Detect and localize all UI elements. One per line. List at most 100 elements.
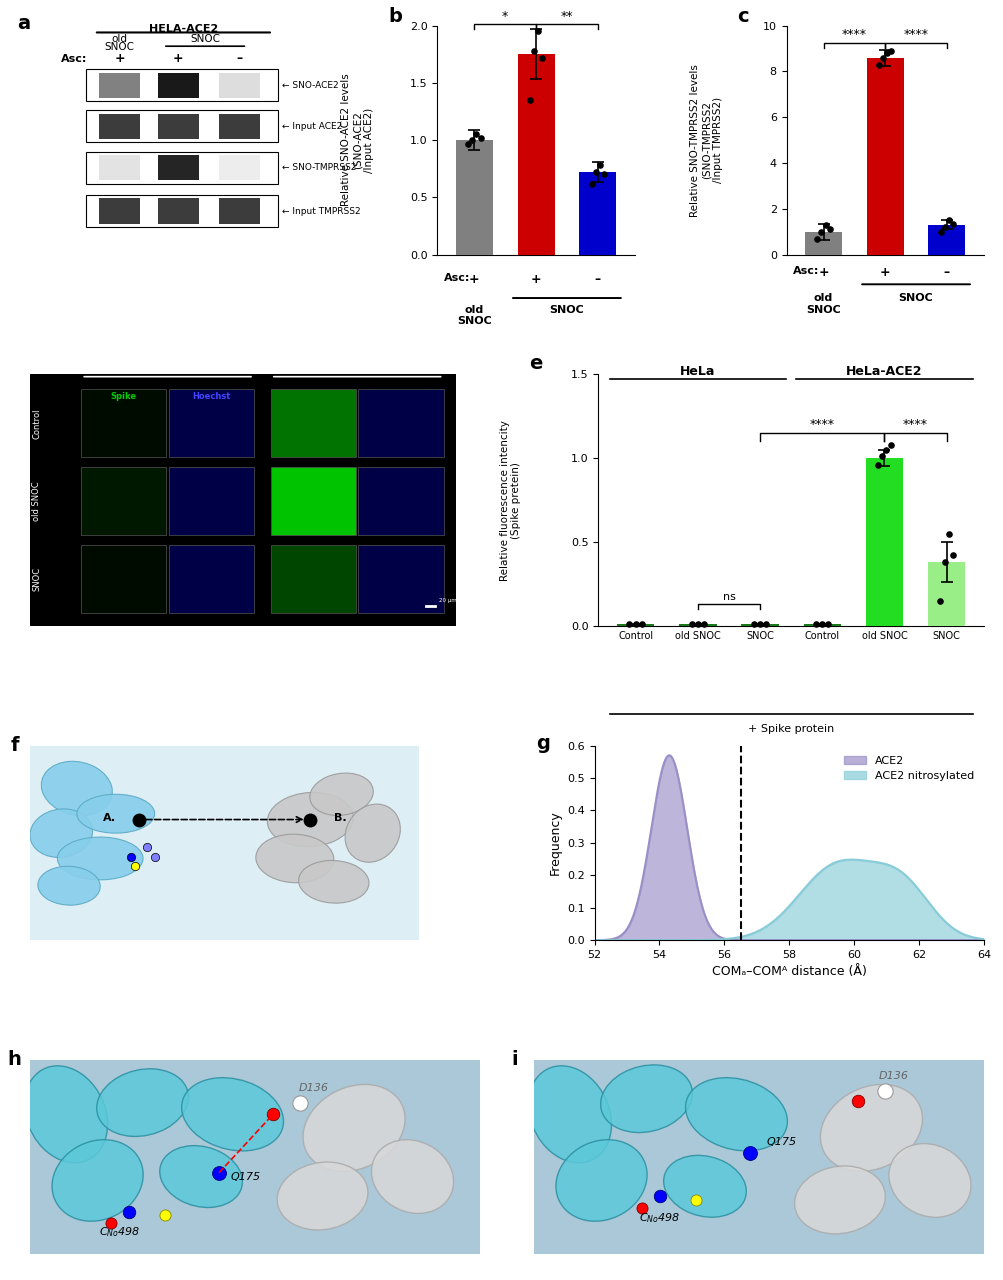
Point	[940, 524, 956, 544]
Text: –: –	[594, 273, 600, 285]
Bar	[358, 467, 443, 535]
Bar	[678, 625, 716, 626]
Text: +: +	[531, 273, 541, 285]
Point	[587, 161, 603, 182]
Point	[530, 20, 546, 41]
Point	[683, 614, 699, 635]
Point	[944, 545, 960, 566]
Text: –: –	[237, 52, 243, 65]
Point	[596, 164, 612, 184]
Bar	[99, 114, 139, 140]
Text: b: b	[387, 8, 401, 27]
Point	[882, 434, 898, 454]
Text: C$_{No}$498: C$_{No}$498	[99, 1225, 140, 1239]
Bar	[157, 198, 199, 224]
Bar	[617, 625, 654, 626]
Text: Q175: Q175	[231, 1172, 261, 1183]
Text: HELA-ACE2: HELA-ACE2	[325, 364, 389, 372]
Ellipse shape	[182, 1078, 283, 1151]
Ellipse shape	[819, 1084, 922, 1171]
Text: +: +	[879, 266, 890, 279]
Point	[878, 439, 894, 460]
Point	[820, 219, 837, 239]
Ellipse shape	[277, 1162, 367, 1230]
Text: HELA-ACE2: HELA-ACE2	[148, 24, 218, 35]
Point	[874, 447, 890, 467]
Text: HELA: HELA	[152, 364, 183, 372]
Text: ← SNO-ACE2: ← SNO-ACE2	[282, 81, 338, 90]
Bar	[99, 73, 139, 97]
Point	[879, 42, 895, 63]
Bar	[169, 467, 254, 535]
Text: old SNOC: old SNOC	[32, 481, 41, 521]
Bar	[81, 545, 166, 613]
Point	[944, 214, 960, 234]
Legend: ACE2, ACE2 nitrosylated: ACE2, ACE2 nitrosylated	[839, 751, 977, 786]
Bar	[86, 151, 278, 183]
Text: SNOC: SNOC	[898, 293, 933, 303]
Text: g: g	[536, 733, 550, 753]
Point	[932, 221, 948, 242]
Text: 20 μm: 20 μm	[438, 598, 456, 603]
Point	[583, 173, 599, 193]
Text: A.: A.	[102, 813, 115, 823]
Y-axis label: Relative SNO-ACE2 levels
(SNO-ACE2
/Input ACE2): Relative SNO-ACE2 levels (SNO-ACE2 /Inpu…	[341, 74, 374, 206]
Point	[875, 47, 891, 68]
Point	[932, 590, 948, 611]
Bar	[219, 73, 260, 97]
Text: ns: ns	[722, 593, 734, 603]
Bar	[865, 458, 902, 626]
Point	[812, 221, 828, 242]
Text: –: –	[943, 266, 949, 279]
Bar	[804, 232, 842, 255]
Ellipse shape	[38, 867, 100, 905]
Text: B.: B.	[333, 813, 346, 823]
Bar	[740, 625, 778, 626]
Bar	[455, 140, 492, 255]
Text: SNOC: SNOC	[190, 33, 220, 44]
Point	[940, 210, 956, 230]
Bar	[271, 545, 356, 613]
Ellipse shape	[267, 792, 353, 846]
Ellipse shape	[663, 1156, 745, 1217]
Text: HeLa: HeLa	[679, 365, 715, 378]
Text: Asc:: Asc:	[61, 54, 87, 64]
Bar	[927, 562, 964, 626]
Y-axis label: Relative SNO-TMPRSS2 levels
(SNO-TMPRSS2
/Input TMPRSS2): Relative SNO-TMPRSS2 levels (SNO-TMPRSS2…	[689, 64, 722, 216]
Text: i: i	[511, 1050, 518, 1069]
Bar	[358, 389, 443, 457]
Ellipse shape	[303, 1084, 404, 1171]
Ellipse shape	[57, 837, 142, 879]
Bar	[86, 110, 278, 142]
Ellipse shape	[888, 1143, 970, 1217]
Text: Q175: Q175	[765, 1138, 795, 1147]
Text: old
SNOC: old SNOC	[456, 305, 491, 326]
Bar	[157, 73, 199, 97]
Text: old: old	[111, 33, 127, 44]
Point	[870, 454, 886, 475]
Point	[526, 41, 542, 61]
Point	[813, 614, 829, 635]
Text: Hoechst: Hoechst	[192, 392, 231, 401]
Bar	[866, 58, 903, 255]
Y-axis label: Frequency: Frequency	[548, 810, 561, 876]
Text: ← SNO-TMPRSS2: ← SNO-TMPRSS2	[282, 163, 356, 172]
Point	[751, 614, 767, 635]
Text: a: a	[17, 14, 30, 33]
Point	[472, 128, 488, 148]
Text: +: +	[468, 273, 479, 285]
Bar	[271, 467, 356, 535]
Text: ****: ****	[808, 419, 833, 431]
Text: d: d	[9, 361, 23, 380]
Text: Spike: Spike	[110, 392, 136, 401]
X-axis label: COMₐ–COMᴬ distance (Å): COMₐ–COMᴬ distance (Å)	[711, 965, 866, 978]
Point	[621, 614, 637, 635]
Bar	[358, 545, 443, 613]
Ellipse shape	[600, 1065, 692, 1133]
Ellipse shape	[159, 1146, 242, 1207]
Text: +: +	[114, 52, 124, 65]
Ellipse shape	[30, 809, 92, 858]
Ellipse shape	[25, 1066, 107, 1162]
Text: *: *	[502, 10, 508, 23]
Point	[689, 614, 705, 635]
